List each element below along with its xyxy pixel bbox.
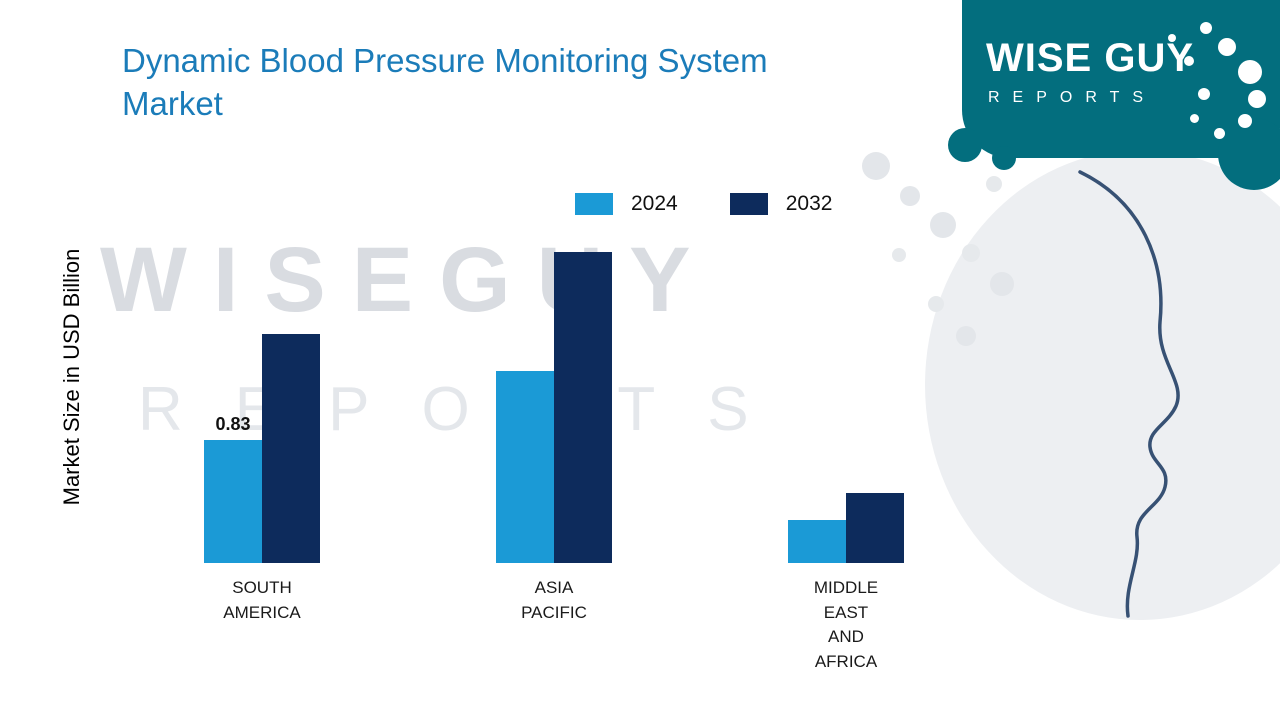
bar-2024-asia-pacific [496,371,554,563]
logo-text: WISE GUY [986,36,1195,80]
legend-swatch-2024 [575,193,613,215]
category-label: SOUTH AMERICA [223,578,301,622]
legend-label-2032: 2032 [785,192,833,215]
y-axis-label: Market Size in USD Billion [59,248,84,506]
watermark-line2: REPORTS [138,375,801,444]
bar-chart: 0.83 SOUTH AMERICA ASIA PACIFIC MIDDLE EAST… [172,243,936,675]
face-watermark-circle [925,150,1280,620]
category-label: MIDDLE EAST AND AFRICA [813,578,879,671]
bar-2032-middle-east-and-africa [846,493,904,563]
bar-2024-south-america [204,440,262,563]
legend-swatch-2032 [729,193,768,215]
bar-group: 0.83 SOUTH AMERICA [172,243,352,675]
bar-group: ASIA PACIFIC [464,243,644,675]
bar-2032-asia-pacific [554,252,612,563]
logo-subtext: REPORTS [988,89,1157,106]
legend: 2024 2032 [575,192,832,216]
category-label: ASIA PACIFIC [521,578,587,622]
legend-item-2032: 2032 [729,192,833,216]
bar-2032-south-america [262,334,320,563]
bar-value-label: 0.83 [215,414,251,434]
bar-2024-middle-east-and-africa [788,520,846,563]
legend-item-2024: 2024 [575,192,678,216]
legend-label-2024: 2024 [631,192,678,215]
bar-group: MIDDLE EAST AND AFRICA [756,243,936,675]
wiseguy-logo: WISE GUY REPORTS [948,0,1280,190]
page-title: Dynamic Blood Pressure Monitoring System… [122,42,768,122]
